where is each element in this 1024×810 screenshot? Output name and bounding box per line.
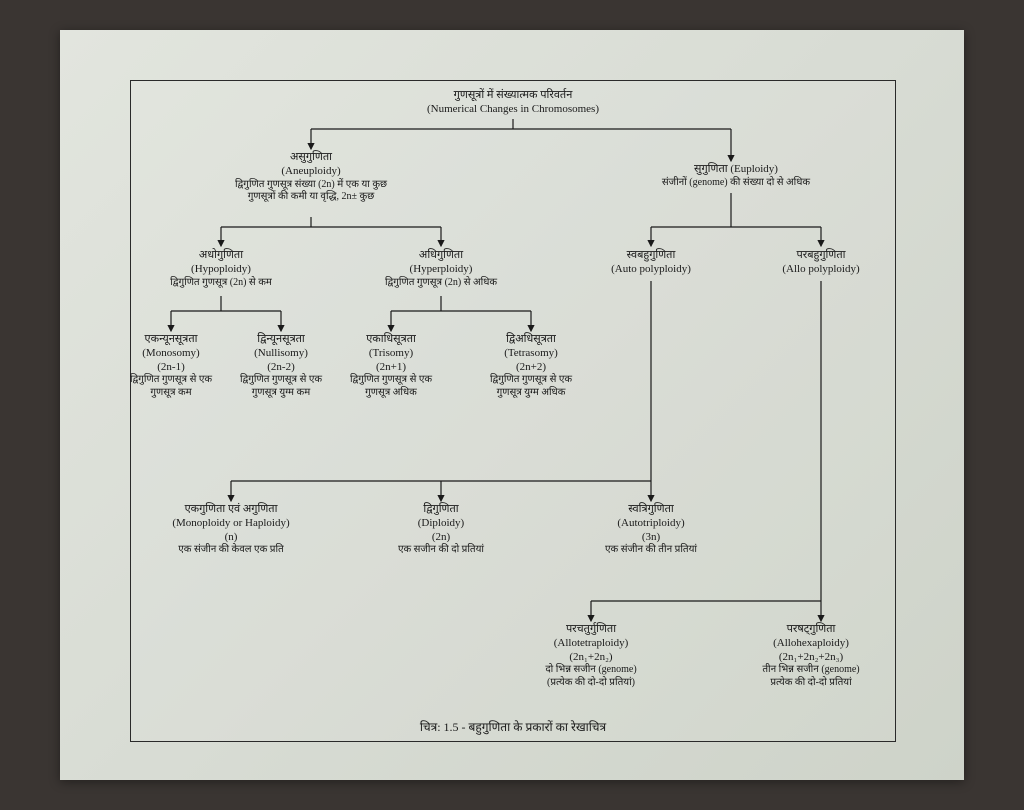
- nulli-en: (Nullisomy): [226, 347, 336, 361]
- root-hi: गुणसूत्रों में संख्यात्मक परिवर्तन: [131, 89, 895, 103]
- dip-en: (Diploidy): [371, 517, 511, 531]
- node-allohexaploidy: परषट्गुणिता (Allohexaploidy) (2n₁+2n₂+2n…: [731, 623, 891, 689]
- node-autopolyploidy: स्वबहुगुणिता (Auto polyploidy): [591, 249, 711, 277]
- dip-hi1: द्विगुणिता: [371, 503, 511, 517]
- mono-en: (Monosomy): [116, 347, 226, 361]
- node-monoploidy: एकगुणिता एवं अगुणिता (Monoploidy or Hapl…: [141, 503, 321, 557]
- tri-en: (Trisomy): [336, 347, 446, 361]
- allotetra-hi1: परचतुर्गुणिता: [501, 623, 681, 637]
- allotetra-en: (Allotetraploidy): [501, 637, 681, 651]
- aneu-en: (Aneuploidy): [191, 165, 431, 179]
- page-surface: गुणसूत्रों में संख्यात्मक परिवर्तन (Nume…: [60, 30, 964, 780]
- node-allotetraploidy: परचतुर्गुणिता (Allotetraploidy) (2n₁+2n₂…: [501, 623, 681, 689]
- node-tetrasomy: द्विअधिसूत्रता (Tetrasomy) (2n+2) द्विगु…: [476, 333, 586, 399]
- diagram-frame: गुणसूत्रों में संख्यात्मक परिवर्तन (Nume…: [130, 80, 896, 742]
- node-aneuploidy: असुगुणिता (Aneuploidy) द्विगुणित गुणसूत्…: [191, 151, 431, 204]
- allohexa-en: (Allohexaploidy): [731, 637, 891, 651]
- node-euploidy: सुगुणिता (Euploidy) संजीनों (genome) की …: [621, 163, 851, 189]
- tri-hi2: द्विगुणित गुणसूत्र से एक: [336, 374, 446, 387]
- hypo-hi2: द्विगुणित गुणसूत्र (2n) से कम: [141, 277, 301, 290]
- dip-hi2: एक सजीन की दो प्रतियां: [371, 544, 511, 557]
- nulli-formula: (2n-2): [226, 361, 336, 375]
- node-trisomy: एकाधिसूत्रता (Trisomy) (2n+1) द्विगुणित …: [336, 333, 446, 399]
- hypo-en: (Hypoploidy): [141, 263, 301, 277]
- allo-en: (Allo polyploidy): [761, 263, 881, 277]
- allohexa-hi1: परषट्गुणिता: [731, 623, 891, 637]
- tri-formula: (2n+1): [336, 361, 446, 375]
- node-allopolyploidy: परबहुगुणिता (Allo polyploidy): [761, 249, 881, 277]
- hyper-hi1: अधिगुणिता: [361, 249, 521, 263]
- node-hyperploidy: अधिगुणिता (Hyperploidy) द्विगुणित गुणसूत…: [361, 249, 521, 289]
- nulli-hi3: गुणसूत्र युग्म कम: [226, 387, 336, 400]
- hyper-en: (Hyperploidy): [361, 263, 521, 277]
- auto-hi: स्वबहुगुणिता: [591, 249, 711, 263]
- tetra-hi2: द्विगुणित गुणसूत्र से एक: [476, 374, 586, 387]
- mono-formula: (2n-1): [116, 361, 226, 375]
- monop-en: (Monoploidy or Haploidy): [141, 517, 321, 531]
- nulli-hi2: द्विगुणित गुणसूत्र से एक: [226, 374, 336, 387]
- node-diploidy: द्विगुणिता (Diploidy) (2n) एक सजीन की दो…: [371, 503, 511, 557]
- autotri-en: (Autotriploidy): [581, 517, 721, 531]
- node-root: गुणसूत्रों में संख्यात्मक परिवर्तन (Nume…: [131, 89, 895, 117]
- node-nullisomy: द्विन्यूनसूत्रता (Nullisomy) (2n-2) द्वि…: [226, 333, 336, 399]
- node-monosomy: एकन्यूनसूत्रता (Monosomy) (2n-1) द्विगुण…: [116, 333, 226, 399]
- mono-hi3: गुणसूत्र कम: [116, 387, 226, 400]
- mono-hi1: एकन्यूनसूत्रता: [116, 333, 226, 347]
- aneu-hi3: गुणसूत्रों की कमी या वृद्धि, 2n± कुछ: [191, 191, 431, 204]
- mono-hi2: द्विगुणित गुणसूत्र से एक: [116, 374, 226, 387]
- dip-formula: (2n): [371, 531, 511, 545]
- node-hypoploidy: अधोगुणिता (Hypoploidy) द्विगुणित गुणसूत्…: [141, 249, 301, 289]
- allotetra-hi3: (प्रत्येक की दो-दो प्रतियां): [501, 677, 681, 690]
- eu-hi2: संजीनों (genome) की संख्या दो से अधिक: [621, 177, 851, 190]
- root-en: (Numerical Changes in Chromosomes): [131, 103, 895, 117]
- allohexa-hi2: तीन भिन्न सजीन (genome): [731, 664, 891, 677]
- nulli-hi1: द्विन्यूनसूत्रता: [226, 333, 336, 347]
- hyper-hi2: द्विगुणित गुणसूत्र (2n) से अधिक: [361, 277, 521, 290]
- eu-hi1: सुगुणिता (Euploidy): [621, 163, 851, 177]
- autotri-hi2: एक संजीन की तीन प्रतियां: [581, 544, 721, 557]
- tri-hi3: गुणसूत्र अधिक: [336, 387, 446, 400]
- tri-hi1: एकाधिसूत्रता: [336, 333, 446, 347]
- allotetra-formula: (2n₁+2n₂): [501, 651, 681, 665]
- allohexa-hi3: प्रत्येक की दो-दो प्रतियां: [731, 677, 891, 690]
- tetra-formula: (2n+2): [476, 361, 586, 375]
- aneu-hi2: द्विगुणित गुणसूत्र संख्या (2n) में एक या…: [191, 179, 431, 192]
- monop-formula: (n): [141, 531, 321, 545]
- autotri-formula: (3n): [581, 531, 721, 545]
- aneu-hi1: असुगुणिता: [191, 151, 431, 165]
- tetra-en: (Tetrasomy): [476, 347, 586, 361]
- autotri-hi1: स्वत्रिगुणिता: [581, 503, 721, 517]
- figure-caption: चित्र: 1.5 - बहुगुणिता के प्रकारों का रे…: [131, 718, 895, 735]
- node-autotriploidy: स्वत्रिगुणिता (Autotriploidy) (3n) एक सं…: [581, 503, 721, 557]
- allotetra-hi2: दो भिन्न सजीन (genome): [501, 664, 681, 677]
- tetra-hi1: द्विअधिसूत्रता: [476, 333, 586, 347]
- hypo-hi1: अधोगुणिता: [141, 249, 301, 263]
- auto-en: (Auto polyploidy): [591, 263, 711, 277]
- allo-hi: परबहुगुणिता: [761, 249, 881, 263]
- monop-hi2: एक संजीन की केवल एक प्रति: [141, 544, 321, 557]
- tetra-hi3: गुणसूत्र युग्म अधिक: [476, 387, 586, 400]
- allohexa-formula: (2n₁+2n₂+2n₃): [731, 651, 891, 665]
- monop-hi1: एकगुणिता एवं अगुणिता: [141, 503, 321, 517]
